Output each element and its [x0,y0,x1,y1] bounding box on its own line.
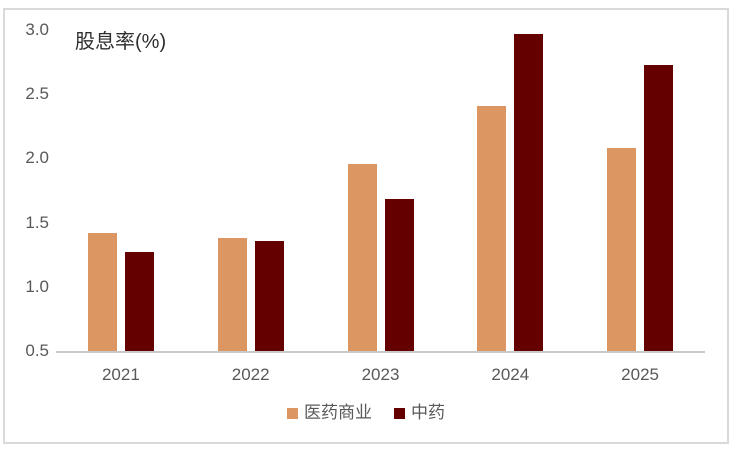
chart-card: 股息率(%) 3.0 2.5 2.0 1.5 1.0 0.5 2021 2022 2023 20… [3,8,729,444]
y-tick-label-3.0: 3.0 [25,20,49,39]
legend-item-series-1: 中药 [394,403,445,423]
bar-series-1-2021 [124,252,154,351]
bar-series-1-2024 [514,33,544,351]
x-axis-line [56,351,705,353]
bar-series-0-2025 [607,148,637,351]
x-tick-label-2023: 2023 [361,365,400,384]
bar-series-0-2021 [87,232,117,351]
x-tick-label-2022: 2022 [231,365,270,384]
bar-series-1-2025 [644,64,674,351]
legend-label-series-1: 中药 [411,403,445,422]
y-tick-label-1.0: 1.0 [25,276,49,296]
x-tick-label-2021: 2021 [101,365,140,384]
bar-series-0-2024 [477,105,507,351]
y-tick-label-0.5: 0.5 [25,341,49,360]
legend: 医药商业 中药 [5,403,727,423]
y-tick-label-2.5: 2.5 [25,84,49,104]
y-tick-label-1.5: 1.5 [25,212,49,232]
legend-item-series-0: 医药商业 [287,403,372,423]
chart-title: 股息率(%) [75,31,167,53]
legend-label-series-0: 医药商业 [304,403,372,422]
x-tick-label-2024: 2024 [491,365,530,384]
legend-swatch-series-1 [394,407,405,419]
x-tick-label-2025: 2025 [621,365,659,384]
y-tick-label-2.0: 2.0 [25,148,49,168]
bar-series-1-2022 [254,240,284,351]
bar-series-1-2023 [384,199,414,351]
bar-series-0-2023 [347,163,377,351]
bar-series-0-2022 [217,238,247,351]
legend-swatch-series-0 [287,407,298,419]
